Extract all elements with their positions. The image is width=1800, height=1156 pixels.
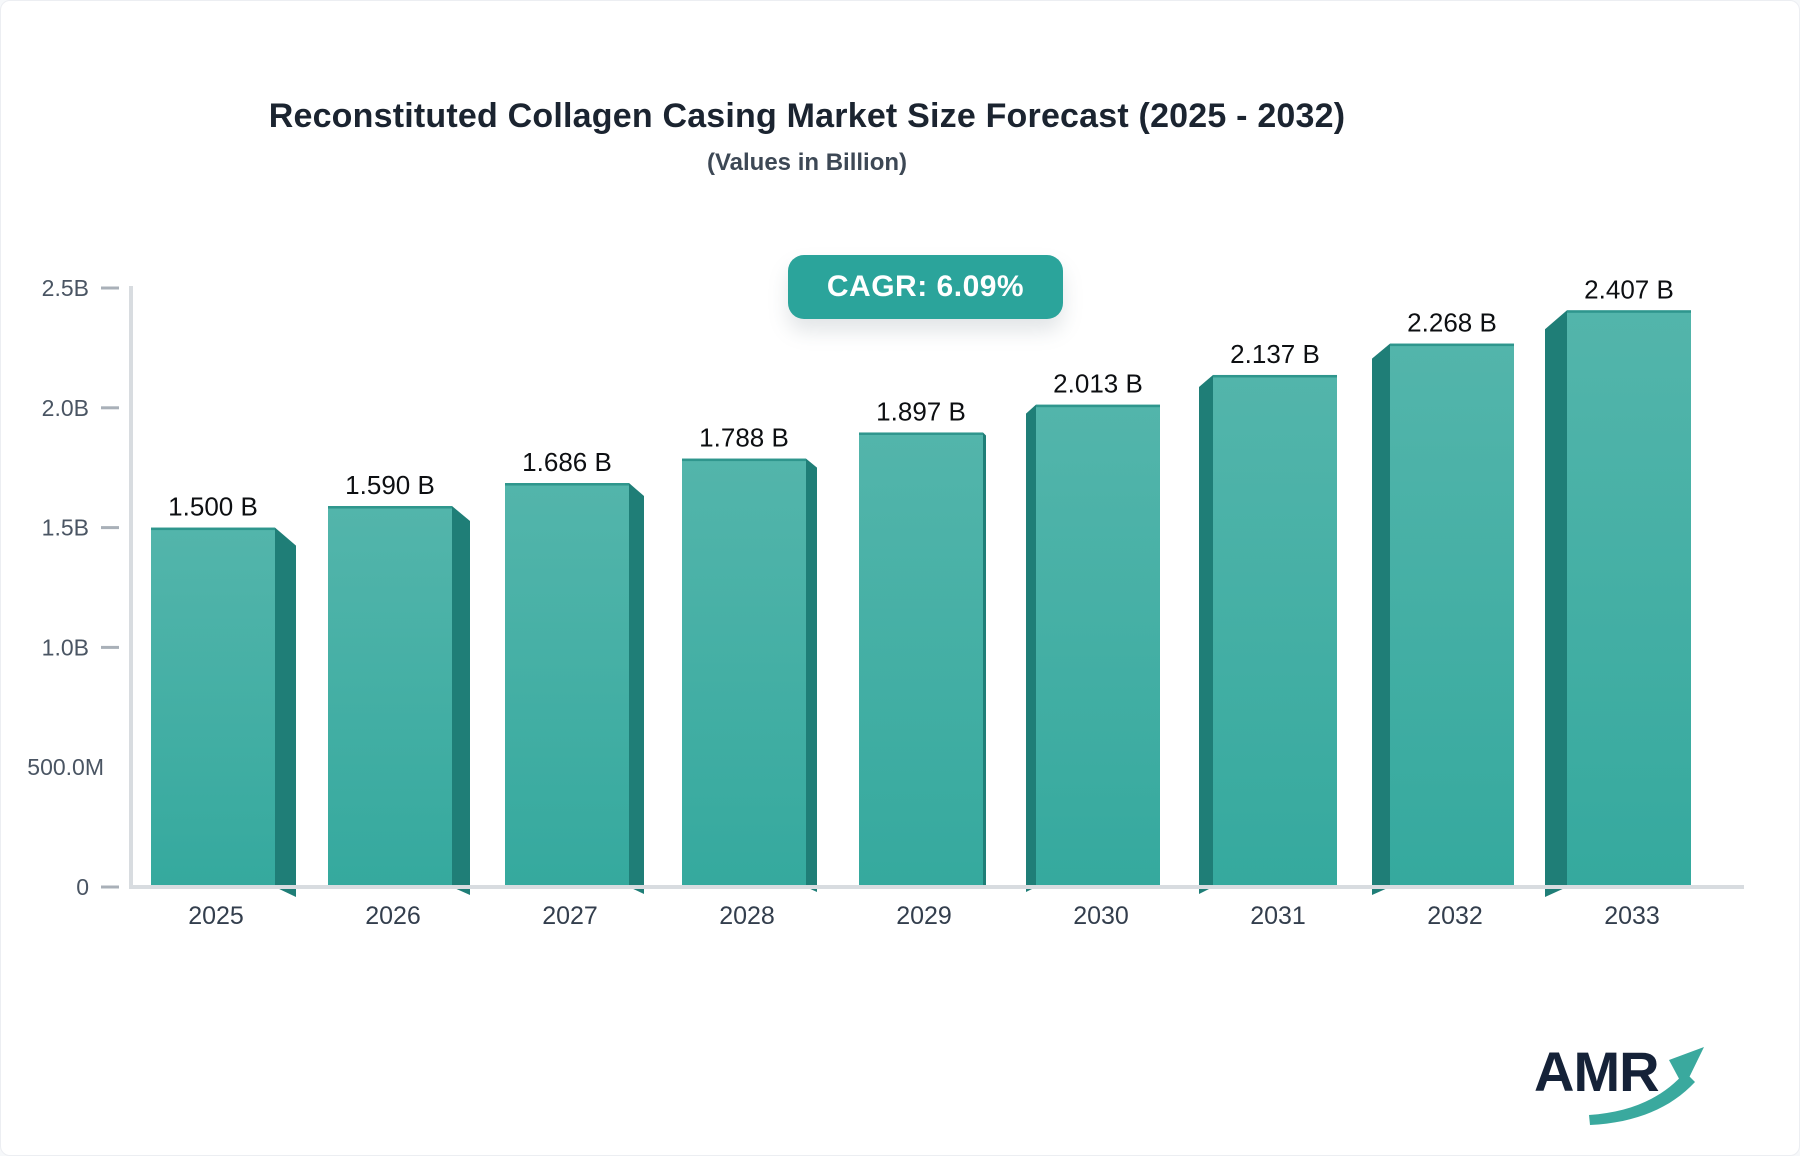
bar-top-edge: [505, 483, 629, 486]
bar-front-face: [1390, 343, 1514, 888]
bar-2033: [1545, 310, 1691, 897]
bar-value-label: 1.897 B: [876, 396, 966, 426]
y-tick-dash: [101, 885, 119, 889]
bar-front-face: [859, 432, 983, 887]
x-axis-label: 2030: [1073, 902, 1129, 930]
bar-2032: [1372, 343, 1514, 896]
brand-logo: AMR: [1534, 1035, 1714, 1125]
bar-front-face: [1567, 310, 1691, 887]
y-tick-label: 2.5B: [42, 275, 89, 301]
bar-value-label: 2.013 B: [1053, 369, 1143, 399]
bar-value-label: 1.590 B: [345, 470, 435, 500]
x-axis-label: 2033: [1604, 902, 1660, 930]
bar-top-edge: [1567, 310, 1691, 313]
cagr-badge-label: CAGR: 6.09%: [826, 270, 1025, 303]
bar-2031: [1199, 374, 1337, 894]
chart-title: Reconstituted Collagen Casing Market Siz…: [268, 97, 1346, 135]
bar-value-label: 2.137 B: [1230, 339, 1320, 369]
bar-value-label: 1.686 B: [522, 447, 612, 477]
bar-top-edge: [859, 432, 983, 435]
bar-side-face: [629, 483, 644, 894]
x-axis-label: 2026: [365, 902, 421, 930]
bar-side-face: [983, 432, 986, 889]
y-tick-label: 0: [76, 874, 89, 900]
bar-value-label: 2.407 B: [1584, 274, 1674, 304]
bar-side-face: [1199, 374, 1213, 894]
bar-2029: [859, 432, 986, 889]
bar-2026: [328, 506, 470, 895]
bar-side-face: [1545, 310, 1567, 897]
y-tick-label: 500.0M: [27, 754, 104, 780]
y-tick-label: 2.0B: [42, 395, 89, 421]
growth-arrow-icon: [1589, 1047, 1704, 1125]
bar-top-edge: [1036, 404, 1160, 408]
bar-side-face: [1026, 404, 1036, 892]
bar-value-label: 1.500 B: [168, 492, 258, 522]
bar-top-edge: [682, 458, 806, 462]
bar-front-face: [682, 458, 806, 887]
brand-logo-text: AMR: [1534, 1040, 1660, 1103]
axes: [101, 286, 133, 889]
bar-2028: [682, 458, 817, 892]
bar-top-edge: [1213, 374, 1337, 378]
bar-top-edge: [1390, 343, 1514, 347]
bar-value-label: 2.268 B: [1407, 308, 1497, 338]
bar-front-face: [151, 527, 275, 887]
axis-labels-layer: 2.5B 2.0B 1.5B 1.0B 500.0M 0 1.500 B 2025 1.590 …: [27, 274, 1674, 930]
x-axis-label: 2027: [542, 902, 598, 930]
x-axis-label: 2025: [188, 902, 244, 930]
bar-value-label: 1.788 B: [699, 423, 789, 453]
bar-side-face: [806, 458, 817, 892]
bar-2025: [151, 527, 296, 897]
cagr-badge: CAGR: 6.09%: [788, 255, 1063, 319]
bar-2027: [505, 483, 644, 894]
bar-top-edge: [328, 506, 452, 509]
y-tick-label: 1.5B: [42, 515, 89, 541]
x-axis-label: 2031: [1250, 902, 1306, 930]
bar-front-face: [505, 483, 629, 887]
bar-front-face: [1213, 374, 1337, 887]
x-axis-label: 2032: [1427, 902, 1483, 930]
bar-front-face: [1036, 404, 1160, 887]
y-tick-dash: [101, 526, 119, 530]
y-tick-dash: [101, 286, 119, 290]
chart-subtitle: (Values in Billion): [706, 149, 908, 176]
bar-2030: [1026, 404, 1160, 892]
y-tick-label: 1.0B: [42, 634, 89, 660]
bar-top-edge: [151, 527, 275, 531]
bar-side-face: [1372, 343, 1390, 896]
y-axis-line: [129, 286, 133, 889]
bar-side-face: [452, 506, 470, 895]
x-axis-label: 2028: [719, 902, 775, 930]
x-axis-label: 2029: [896, 902, 952, 930]
bar-front-face: [328, 506, 452, 887]
bar-side-face: [275, 527, 296, 897]
bar-series: [151, 310, 1691, 897]
y-tick-dash: [101, 406, 119, 410]
x-axis-line: [129, 885, 1744, 889]
axis-baseline-layer: [129, 885, 1744, 889]
y-tick-dash: [101, 645, 119, 649]
